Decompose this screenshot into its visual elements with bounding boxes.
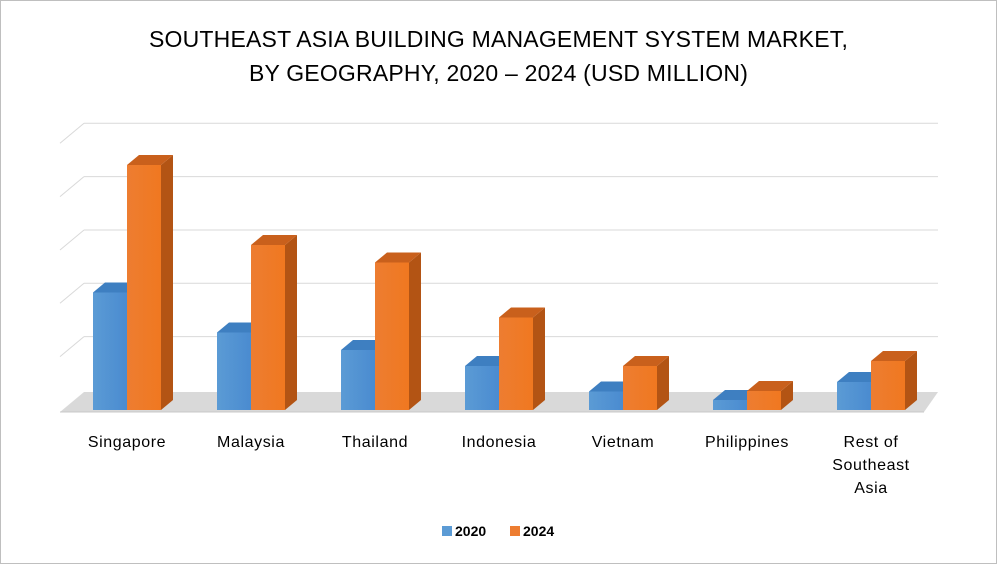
gridline [59,229,938,251]
category-label: Philippines [705,434,789,451]
legend-item-2020: 2020 [442,523,486,539]
bar-2024-philippines [747,381,793,410]
category-label: Vietnam [592,434,655,451]
bar-2024-thailand [375,252,421,410]
category-label: Indonesia [462,434,537,451]
gridline [59,122,938,144]
legend-swatch [510,526,520,536]
category-label: Singapore [88,434,166,451]
category-label: Rest of Southeast Asia [832,434,909,497]
bar-2024-malaysia [251,235,297,410]
chart-title: SOUTHEAST ASIA BUILDING MANAGEMENT SYSTE… [0,22,997,90]
legend-label: 2020 [455,523,486,539]
category-label: Malaysia [217,434,285,451]
legend-swatch [442,526,452,536]
chart-title-line-1: SOUTHEAST ASIA BUILDING MANAGEMENT SYSTE… [148,26,849,52]
bar-2024-rest-of-southeast-asia [871,351,917,410]
bar-2024-vietnam [623,356,669,410]
legend-item-2024: 2024 [510,523,554,539]
bar-2024-singapore [127,155,173,410]
legend-label: 2024 [523,523,554,539]
gridline [59,282,938,304]
category-label: Thailand [342,434,408,451]
chart-title-line-2: BY GEOGRAPHY, 2020 – 2024 (USD MILLION) [248,60,749,86]
bars [93,155,917,410]
category-labels: Singapore Malaysia Thailand Indonesia Vietna… [88,434,909,497]
legend: 2020 2024 [442,523,554,539]
gridline [59,176,938,197]
bar-2024-indonesia [499,307,545,410]
